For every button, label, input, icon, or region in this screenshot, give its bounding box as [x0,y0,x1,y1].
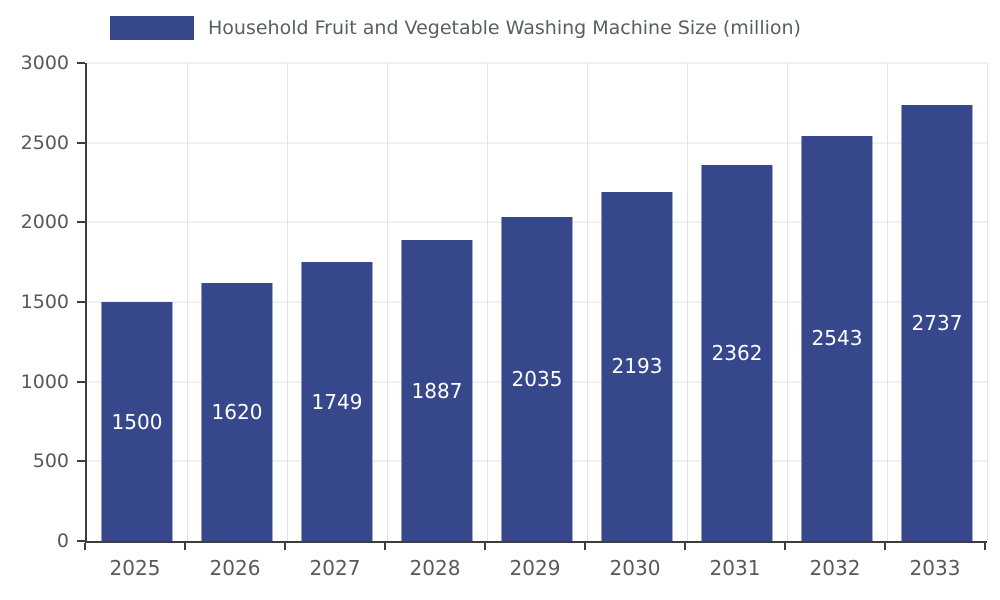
bar-value-label: 2362 [711,340,763,365]
bar: 2362 [701,164,773,541]
bar: 1887 [401,240,473,541]
bar-value-label: 2035 [511,366,563,391]
y-tick-label: 2500 [20,131,69,154]
bar: 1500 [101,302,173,541]
bar-value-label: 2737 [911,310,963,335]
x-tick-label: 2026 [209,556,261,580]
x-tick-label: 2028 [409,556,461,580]
x-axis: 2025 2026 2027 2028 2029 2030 2031 2032 2033 [84,543,986,588]
v-gridline [487,63,488,541]
y-tick-label: 1500 [20,291,69,313]
y-tick-mark [77,460,85,463]
h-gridline [87,142,987,144]
bar-value-label: 1620 [211,399,263,424]
bar: 2543 [801,135,873,541]
x-tick-mark [584,543,586,550]
x-tick-label: 2031 [709,556,761,580]
x-tick-label: 2030 [609,556,661,580]
y-tick-mark [77,301,85,303]
v-gridline [686,63,688,541]
x-tick-mark [484,543,486,550]
v-gridline [987,63,988,541]
x-tick-mark [683,543,686,550]
x-tick-label: 2025 [109,556,161,580]
h-gridline [87,62,987,64]
bar-value-label: 2543 [811,326,863,351]
y-tick-mark [77,141,85,144]
y-tick-label: 500 [32,450,69,473]
x-tick-mark [84,543,86,550]
y-tick-mark [77,380,85,383]
v-gridline [386,63,388,541]
bar: 2193 [601,191,673,541]
legend[interactable]: Household Fruit and Vegetable Washing Ma… [110,15,801,41]
bar: 2737 [901,104,973,541]
x-tick-label: 2032 [809,556,861,580]
bar: 1620 [201,282,273,541]
x-tick-mark [284,543,286,550]
y-tick-label: 3000 [20,52,69,74]
legend-swatch[interactable] [110,16,194,40]
chart-title: Household Fruit and Vegetable Washing Ma… [208,17,801,39]
bar: 1749 [301,262,373,541]
v-gridline [187,63,188,541]
bar-value-label: 1500 [111,409,163,434]
v-gridline [787,63,788,541]
y-tick-label: 0 [56,530,69,552]
x-tick-label: 2027 [309,556,361,580]
y-tick-mark [77,62,85,64]
x-tick-mark [184,543,186,550]
x-tick-mark [784,543,786,550]
y-tick-mark [77,540,85,542]
x-tick-label: 2033 [909,556,961,580]
x-tick-mark [383,543,386,550]
y-tick-label: 1000 [20,370,69,393]
plot-area: 1500 1620 1749 1887 2035 2193 2362 2543 2737 [85,62,988,543]
bar-value-label: 1887 [411,378,463,403]
y-tick-label: 2000 [20,211,69,234]
x-tick-mark [884,543,886,550]
bar-value-label: 2193 [611,354,663,379]
y-tick-mark [77,221,85,224]
v-gridline [887,63,888,541]
bar-value-label: 1749 [311,389,363,414]
y-axis: 0 500 1000 1500 2000 2500 3000 [0,52,85,552]
bar: 2035 [501,216,573,541]
x-tick-label: 2029 [509,556,561,580]
v-gridline [287,63,288,541]
x-tick-mark [984,543,986,550]
v-gridline [587,63,588,541]
